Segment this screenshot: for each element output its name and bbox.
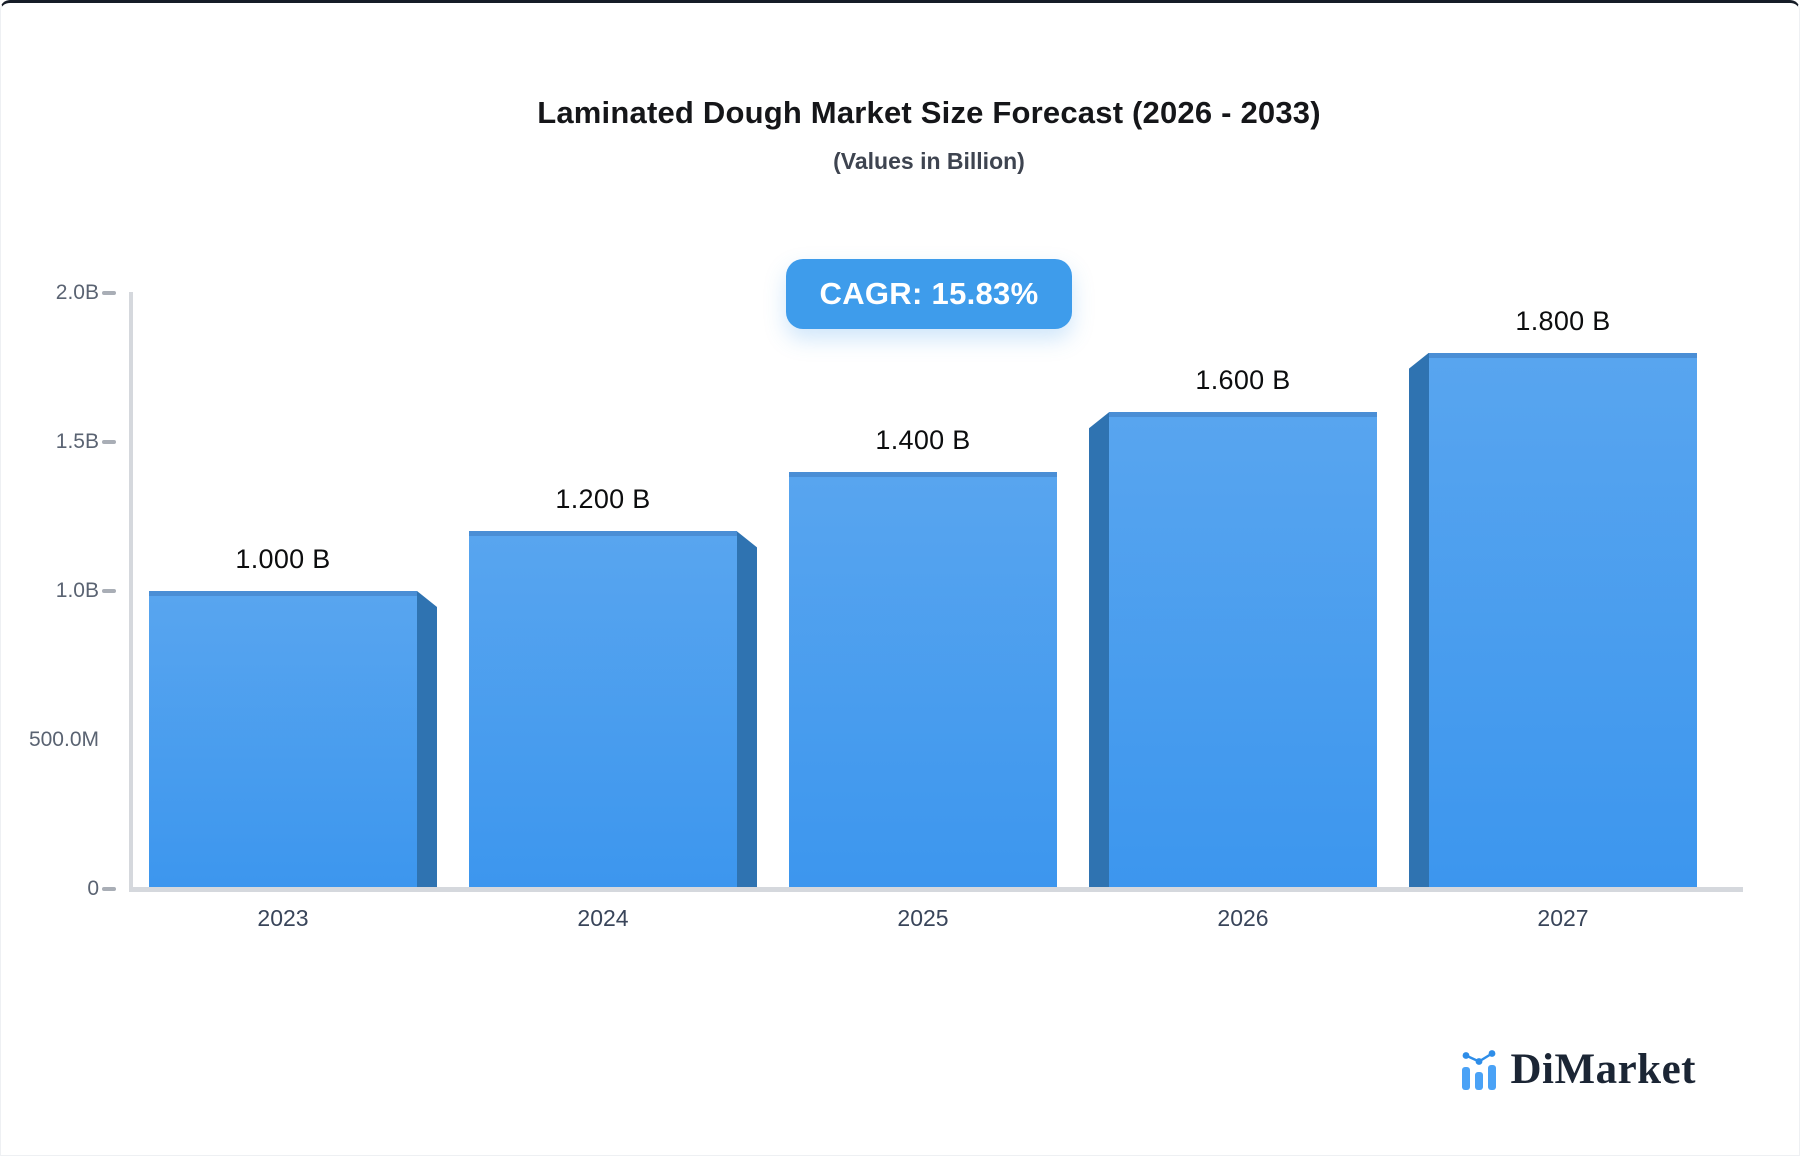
x-axis-label-2023: 2023: [257, 905, 309, 931]
bar-2026: [1109, 412, 1377, 891]
chart-header: Laminated Dough Market Size Forecast (20…: [123, 95, 1735, 175]
cagr-badge: CAGR: 15.83%: [785, 259, 1073, 329]
dimarket-logo: DiMarket: [1460, 1045, 1697, 1094]
bar-3d-side-2024: [737, 531, 757, 891]
bar-3d-side-2027: [1409, 352, 1429, 891]
bar-value-label: 1.000 B: [235, 544, 331, 574]
y-axis-tick-mark: [102, 291, 116, 295]
y-axis-tick-label: 500.0M: [28, 728, 99, 751]
bar-value-label: 1.800 B: [1515, 305, 1611, 336]
bar-3d-side-2023: [417, 591, 437, 891]
cagr-badge-row: CAGR: 15.83%: [123, 259, 1735, 329]
bar-value-label: 1.400 B: [875, 424, 971, 455]
chart-title: Laminated Dough Market Size Forecast (20…: [537, 95, 1321, 130]
bar-2025: [789, 471, 1057, 891]
x-axis-label-2027: 2027: [1537, 905, 1589, 931]
x-axis-baseline: [129, 887, 1743, 892]
bar-value-label: 1.600 B: [1195, 365, 1291, 396]
x-axis-label-2025: 2025: [897, 905, 949, 931]
bar-3d-side-2026: [1089, 412, 1109, 891]
x-axis-label-2026: 2026: [1217, 905, 1269, 931]
y-axis-tick-label: 1.5B: [55, 430, 99, 453]
y-axis-tick-mark: [102, 887, 116, 891]
bar-2023: [149, 591, 417, 891]
chart-subtitle: (Values in Billion): [833, 148, 1025, 174]
y-axis-tick-label: 2.0B: [55, 281, 99, 304]
y-axis-tick-label: 0: [87, 877, 99, 900]
bar-chart-trend-icon: [1461, 1050, 1496, 1090]
y-axis-tick-mark: [102, 440, 116, 444]
y-axis-tick-mark: [102, 589, 116, 593]
y-axis-line: [129, 292, 133, 891]
bar-2027: [1429, 352, 1697, 891]
y-axis-tick-label: 1.0B: [55, 579, 99, 602]
dimarket-logo-text: DiMarket: [1510, 1046, 1696, 1093]
bar-2024: [469, 531, 737, 891]
bar-value-label: 1.200 B: [555, 484, 651, 515]
bar-chart-plot: 2.0B 1.5B 1.0B 500.0M 0 1.000 B 2023 1.200 B 202…: [1, 3, 1799, 1155]
x-axis-label-2024: 2024: [577, 905, 629, 931]
